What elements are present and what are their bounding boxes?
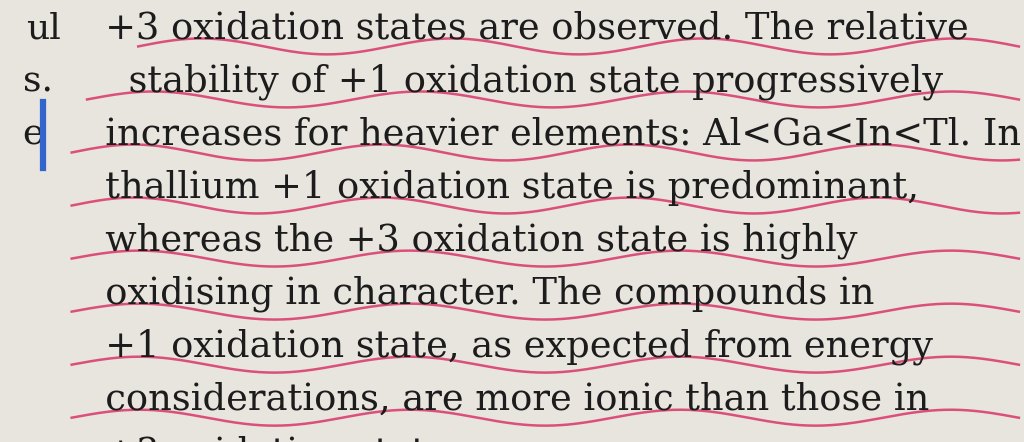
Text: e: e [23,118,44,152]
Text: +3 oxidation state.: +3 oxidation state. [82,435,460,442]
Text: stability of +1 oxidation state progressively: stability of +1 oxidation state progress… [82,64,943,100]
Text: ul: ul [26,12,60,46]
Text: oxidising in character. The compounds in: oxidising in character. The compounds in [82,276,874,312]
Text: +1 oxidation state, as expected from energy: +1 oxidation state, as expected from ene… [82,329,933,365]
Text: +3 oxidation states are observed. The relative: +3 oxidation states are observed. The re… [82,11,969,47]
Text: whereas the +3 oxidation state is highly: whereas the +3 oxidation state is highly [82,223,857,259]
Text: s.: s. [23,65,52,99]
Text: thallium +1 oxidation state is predominant,: thallium +1 oxidation state is predomina… [82,170,919,206]
Text: increases for heavier elements: Al<Ga<In<Tl. In: increases for heavier elements: Al<Ga<In… [82,117,1021,153]
Text: considerations, are more ionic than those in: considerations, are more ionic than thos… [82,382,929,418]
